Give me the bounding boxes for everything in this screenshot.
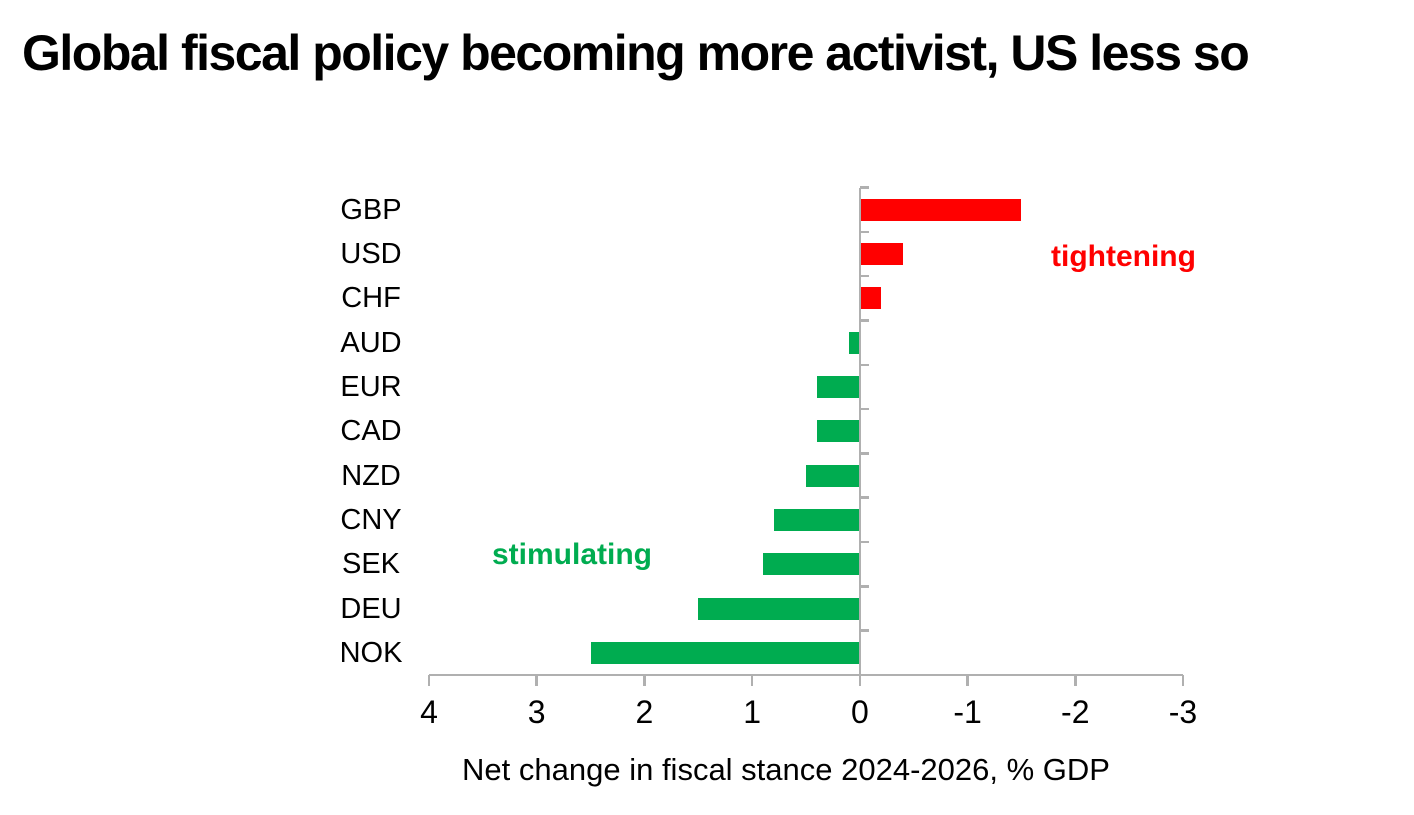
category-label-gbp: GBP: [340, 193, 402, 226]
chart-title: Global fiscal policy becoming more activ…: [22, 25, 1250, 81]
x-axis-tick: [427, 675, 431, 686]
bar-chf: [859, 287, 882, 310]
x-axis-tick-label: 3: [527, 694, 546, 730]
bar-cad: [816, 420, 860, 443]
y-axis-tick: [859, 629, 870, 632]
y-axis-tick: [859, 452, 870, 455]
x-axis-tick: [535, 675, 538, 686]
x-axis-tick-label: -2: [1061, 694, 1090, 730]
category-label-sek: SEK: [341, 548, 401, 581]
x-axis-title: Net change in fiscal stance 2024-2026, %…: [462, 752, 1110, 787]
annotation-stimulating: stimulating: [492, 538, 653, 571]
category-label-nzd: NZD: [341, 459, 401, 492]
annotation-tightening: tightening: [1051, 240, 1196, 273]
bar-nok: [590, 641, 860, 664]
x-axis-tick: [858, 675, 862, 686]
x-axis-tick-label: 0: [850, 694, 869, 730]
bar-usd: [859, 242, 903, 265]
x-axis-tick: [966, 675, 969, 686]
x-axis-line: [429, 673, 1183, 677]
x-axis-tick: [643, 675, 646, 686]
y-axis-tick: [859, 407, 870, 411]
x-axis-tick-label: -1: [953, 694, 982, 730]
y-axis-tick: [859, 186, 870, 189]
category-label-deu: DEU: [340, 592, 402, 625]
category-label-chf: CHF: [341, 282, 401, 315]
category-label-aud: AUD: [340, 326, 402, 359]
bar-aud: [849, 331, 860, 354]
y-axis-tick: [859, 319, 870, 322]
category-label-nok: NOK: [339, 636, 403, 669]
x-axis-tick-label: 1: [743, 694, 762, 730]
y-axis-tick: [859, 496, 870, 499]
x-axis-tick: [1074, 675, 1077, 686]
x-axis-tick-label: 2: [635, 694, 654, 730]
y-axis-tick: [859, 585, 870, 588]
x-axis-tick: [1181, 675, 1185, 686]
bar-sek: [762, 553, 860, 576]
bar-deu: [698, 597, 860, 620]
x-axis-tick-label: 4: [420, 694, 438, 730]
y-axis-tick: [859, 274, 870, 278]
bar-cny: [773, 508, 860, 531]
category-label-eur: EUR: [340, 370, 402, 403]
y-axis-tick: [859, 363, 870, 367]
x-axis-tick: [750, 675, 754, 686]
y-axis-tick: [859, 230, 870, 234]
bar-eur: [816, 375, 860, 398]
category-label-usd: USD: [340, 237, 402, 270]
y-axis-tick: [859, 540, 870, 544]
x-axis-tick-label: -3: [1168, 694, 1198, 730]
category-label-cny: CNY: [340, 503, 402, 536]
bar-gbp: [859, 198, 1022, 221]
bar-nzd: [806, 464, 860, 487]
y-axis-line: [858, 187, 862, 675]
category-label-cad: CAD: [340, 415, 402, 448]
